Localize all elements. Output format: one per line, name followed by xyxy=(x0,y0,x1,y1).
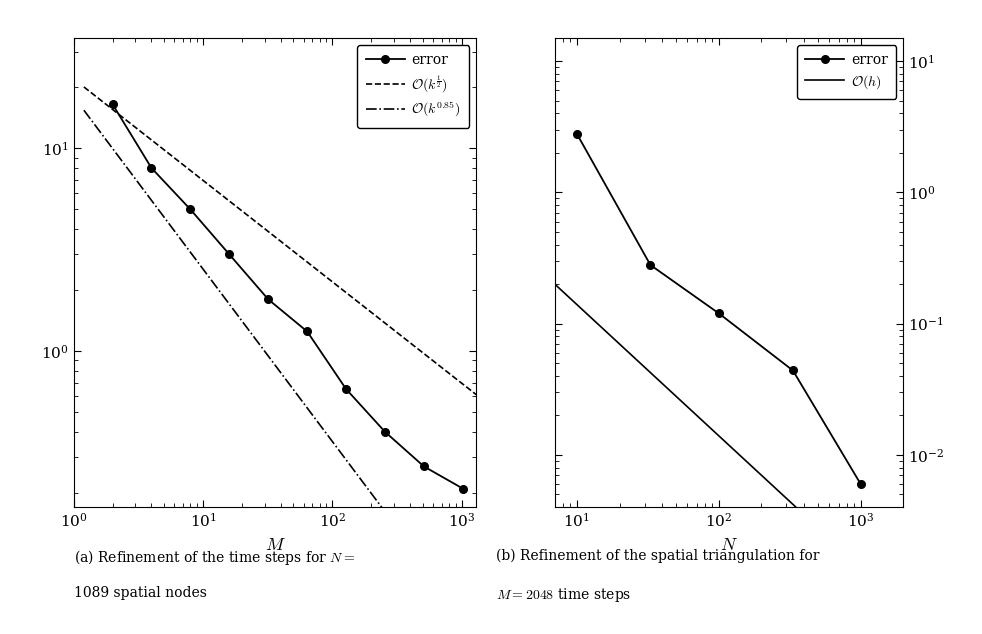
error xyxy=(854,481,866,488)
Text: (a) Refinement of the time steps for $N =$: (a) Refinement of the time steps for $N … xyxy=(74,548,355,567)
error xyxy=(185,205,196,213)
error xyxy=(107,100,119,108)
Line: $\mathcal{O}(k^{0.85})$: $\mathcal{O}(k^{0.85})$ xyxy=(83,110,390,519)
error xyxy=(787,366,798,374)
X-axis label: $N$: $N$ xyxy=(720,536,738,553)
error xyxy=(340,385,352,393)
Text: (b) Refinement of the spatial triangulation for: (b) Refinement of the spatial triangulat… xyxy=(496,548,819,563)
error xyxy=(379,428,391,436)
$\mathcal{O}(k^{0.85})$ xyxy=(78,107,89,114)
error xyxy=(224,250,236,258)
error xyxy=(301,328,313,335)
$\mathcal{O}(k^{0.85})$ xyxy=(384,515,396,522)
error xyxy=(145,164,157,172)
Text: $M = 2048$ time steps: $M = 2048$ time steps xyxy=(496,586,631,604)
Legend: error, $\mathcal{O}(h)$: error, $\mathcal{O}(h)$ xyxy=(797,45,897,99)
error xyxy=(644,261,656,269)
Line: error: error xyxy=(573,130,864,488)
Text: 1089 spatial nodes: 1089 spatial nodes xyxy=(74,586,206,600)
error xyxy=(262,295,274,303)
error xyxy=(457,485,468,493)
error xyxy=(418,463,430,470)
Legend: error, $\mathcal{O}(k^{\frac{1}{2}})$, $\mathcal{O}(k^{0.85})$: error, $\mathcal{O}(k^{\frac{1}{2}})$, $… xyxy=(357,45,469,127)
Line: error: error xyxy=(109,100,466,493)
X-axis label: $M$: $M$ xyxy=(264,536,286,553)
error xyxy=(571,130,582,138)
error xyxy=(713,309,725,317)
